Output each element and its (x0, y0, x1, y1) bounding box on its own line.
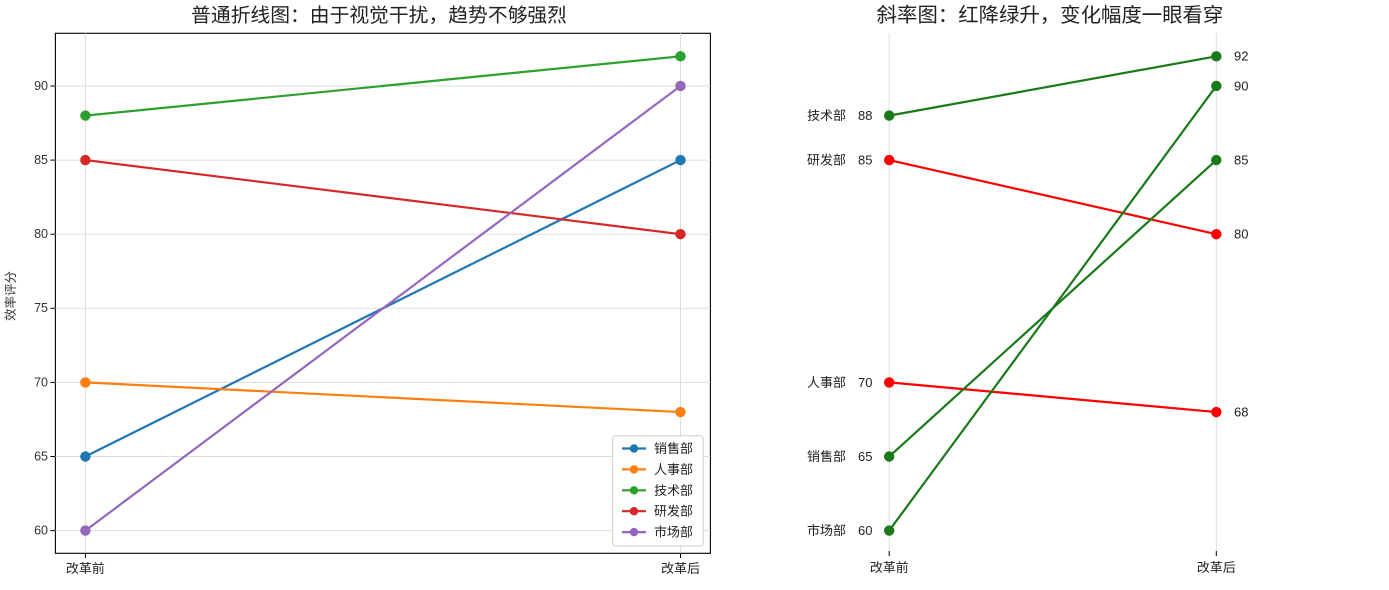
svg-text:80: 80 (1234, 227, 1248, 242)
svg-text:改革后: 改革后 (661, 561, 700, 576)
svg-text:市场部: 市场部 (807, 523, 846, 538)
svg-text:60: 60 (858, 523, 872, 538)
svg-text:70: 70 (34, 375, 48, 389)
svg-text:92: 92 (1234, 49, 1248, 64)
svg-text:技术部: 技术部 (807, 108, 846, 123)
svg-text:90: 90 (1234, 79, 1248, 94)
svg-text:65: 65 (858, 449, 872, 464)
svg-text:88: 88 (858, 108, 872, 123)
svg-text:68: 68 (1234, 405, 1248, 420)
svg-text:斜率图：红降绿升，变化幅度一眼看穿: 斜率图：红降绿升，变化幅度一眼看穿 (877, 4, 1224, 27)
svg-text:研发部: 研发部 (654, 504, 693, 519)
svg-text:人事部: 人事部 (654, 462, 693, 477)
svg-text:80: 80 (34, 227, 48, 241)
svg-text:85: 85 (858, 153, 872, 168)
svg-text:改革前: 改革前 (66, 561, 105, 576)
svg-text:研发部: 研发部 (807, 153, 846, 168)
svg-text:销售部: 销售部 (654, 441, 693, 456)
svg-text:85: 85 (34, 153, 48, 167)
svg-text:65: 65 (34, 449, 48, 463)
svg-text:效率评分: 效率评分 (4, 271, 18, 322)
svg-text:75: 75 (34, 301, 48, 315)
svg-text:70: 70 (858, 375, 872, 390)
svg-text:60: 60 (34, 524, 48, 538)
svg-text:普通折线图：由于视觉干扰，趋势不够强烈: 普通折线图：由于视觉干扰，趋势不够强烈 (191, 5, 567, 27)
svg-text:销售部: 销售部 (807, 449, 846, 464)
svg-text:技术部: 技术部 (654, 483, 693, 498)
svg-text:改革前: 改革前 (870, 560, 909, 575)
svg-text:90: 90 (34, 79, 48, 93)
svg-text:85: 85 (1234, 153, 1248, 168)
svg-text:人事部: 人事部 (807, 375, 846, 390)
svg-text:改革后: 改革后 (1197, 560, 1236, 575)
svg-text:市场部: 市场部 (654, 525, 693, 540)
